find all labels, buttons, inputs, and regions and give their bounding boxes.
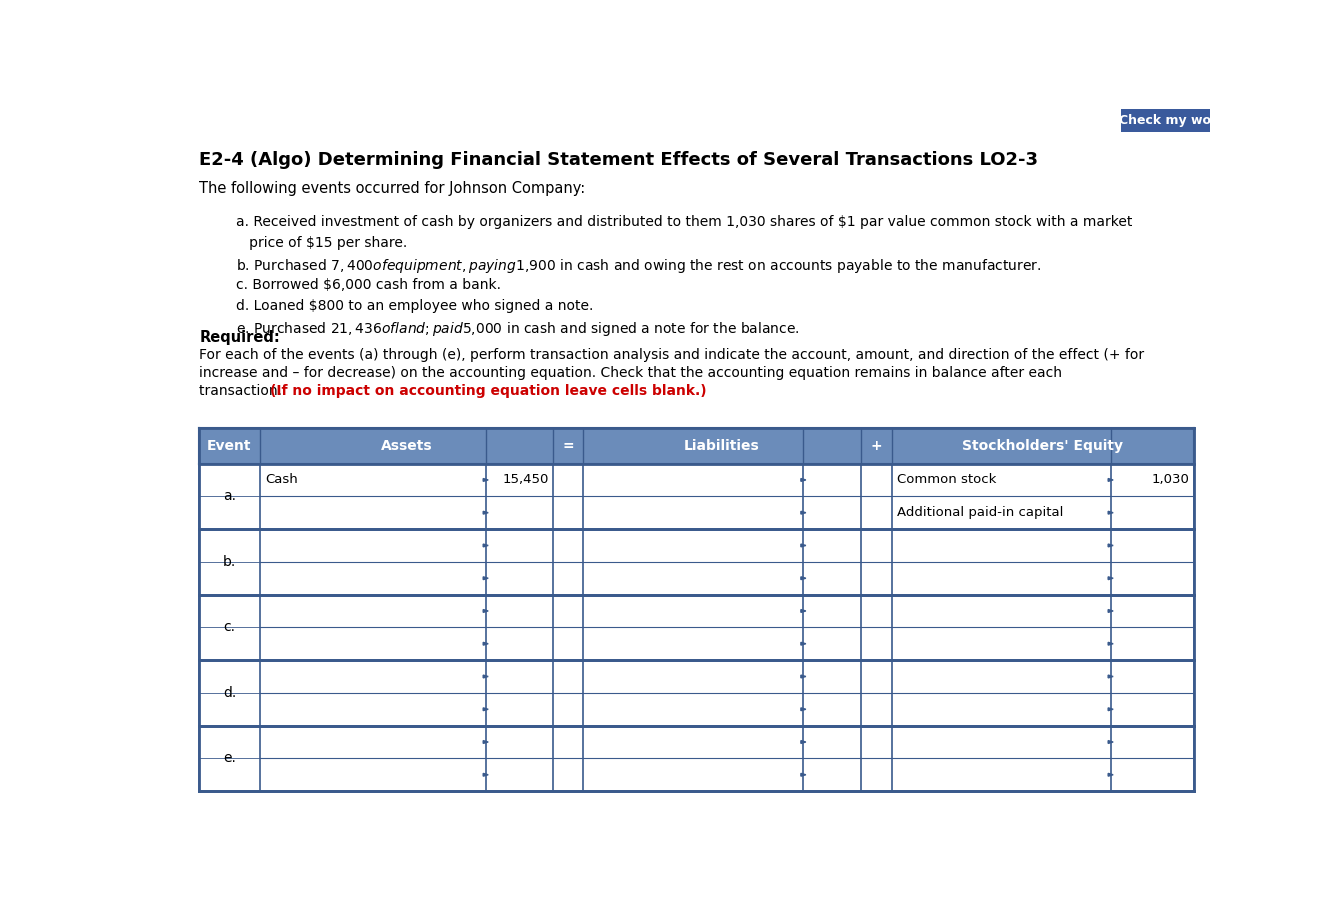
Polygon shape — [1109, 609, 1113, 612]
Text: 1,030: 1,030 — [1152, 474, 1189, 486]
Polygon shape — [801, 544, 806, 547]
Bar — [199, 428, 1193, 464]
Polygon shape — [1109, 773, 1113, 776]
Text: E2-4 (Algo) Determining Financial Statement Effects of Several Transactions LO2-: E2-4 (Algo) Determining Financial Statem… — [199, 151, 1039, 169]
Text: d. Loaned $800 to an employee who signed a note.: d. Loaned $800 to an employee who signed… — [235, 299, 593, 312]
Text: d.: d. — [223, 686, 237, 700]
Polygon shape — [801, 773, 806, 776]
Polygon shape — [484, 708, 488, 711]
Text: For each of the events (a) through (e), perform transaction analysis and indicat: For each of the events (a) through (e), … — [199, 348, 1144, 362]
Text: Assets: Assets — [380, 439, 433, 453]
Text: c. Borrowed $6,000 cash from a bank.: c. Borrowed $6,000 cash from a bank. — [235, 278, 501, 292]
Text: a.: a. — [223, 489, 237, 503]
Polygon shape — [1109, 675, 1113, 678]
Polygon shape — [801, 675, 806, 678]
Polygon shape — [801, 511, 806, 514]
Text: Required:: Required: — [199, 330, 280, 344]
Text: =: = — [562, 439, 574, 453]
Text: (If no impact on accounting equation leave cells blank.): (If no impact on accounting equation lea… — [270, 384, 707, 398]
Text: e.: e. — [223, 752, 237, 765]
Polygon shape — [1109, 642, 1113, 645]
Text: increase and – for decrease) on the accounting equation. Check that the accounti: increase and – for decrease) on the acco… — [199, 366, 1062, 380]
Polygon shape — [484, 773, 488, 776]
Polygon shape — [801, 478, 806, 481]
Text: Check my wo: Check my wo — [1120, 114, 1211, 127]
Text: +: + — [871, 439, 882, 453]
Text: Common stock: Common stock — [898, 474, 996, 486]
Text: e. Purchased $21,436 of land; paid $5,000 in cash and signed a note for the bala: e. Purchased $21,436 of land; paid $5,00… — [235, 320, 800, 338]
Polygon shape — [1109, 478, 1113, 481]
Text: Cash: Cash — [265, 474, 297, 486]
Polygon shape — [1109, 511, 1113, 514]
Polygon shape — [1109, 741, 1113, 743]
Text: Stockholders' Equity: Stockholders' Equity — [962, 439, 1124, 453]
Polygon shape — [801, 577, 806, 579]
Polygon shape — [1109, 544, 1113, 547]
Polygon shape — [801, 609, 806, 612]
Polygon shape — [484, 544, 488, 547]
Polygon shape — [484, 511, 488, 514]
Text: transaction.: transaction. — [199, 384, 286, 398]
Bar — [199, 529, 1193, 595]
Bar — [199, 726, 1193, 791]
Polygon shape — [484, 675, 488, 678]
Polygon shape — [1109, 577, 1113, 579]
Bar — [199, 660, 1193, 726]
Polygon shape — [484, 741, 488, 743]
Polygon shape — [801, 708, 806, 711]
Polygon shape — [801, 741, 806, 743]
Text: Event: Event — [207, 439, 251, 453]
Text: Liabilities: Liabilities — [684, 439, 759, 453]
Text: b.: b. — [223, 555, 237, 568]
Text: b. Purchased $7,400 of equipment, paying $1,900 in cash and owing the rest on ac: b. Purchased $7,400 of equipment, paying… — [235, 257, 1042, 274]
Text: 15,450: 15,450 — [503, 474, 550, 486]
Text: a. Received investment of cash by organizers and distributed to them 1,030 share: a. Received investment of cash by organi… — [235, 215, 1132, 229]
Polygon shape — [801, 642, 806, 645]
Text: Additional paid-in capital: Additional paid-in capital — [898, 507, 1063, 519]
Text: The following events occurred for Johnson Company:: The following events occurred for Johnso… — [199, 181, 586, 196]
FancyBboxPatch shape — [1121, 109, 1210, 132]
Bar — [199, 595, 1193, 660]
Polygon shape — [484, 478, 488, 481]
Bar — [199, 464, 1193, 529]
Polygon shape — [484, 642, 488, 645]
Polygon shape — [484, 577, 488, 579]
Polygon shape — [484, 609, 488, 612]
Text: c.: c. — [223, 620, 235, 634]
Polygon shape — [1109, 708, 1113, 711]
Text: price of $15 per share.: price of $15 per share. — [235, 236, 407, 250]
